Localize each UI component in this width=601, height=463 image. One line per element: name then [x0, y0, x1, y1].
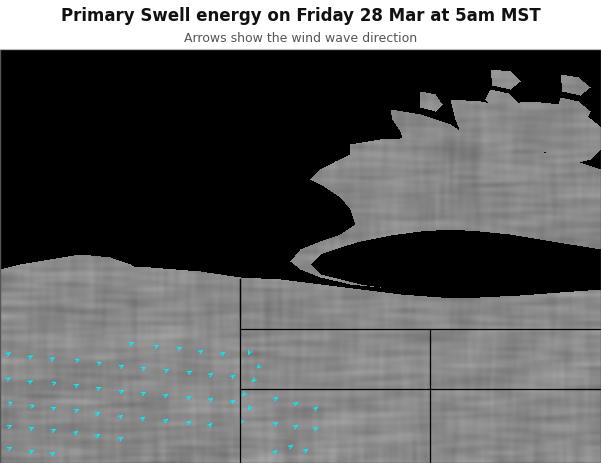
Text: Primary Swell energy on Friday 28 Mar at 5am MST: Primary Swell energy on Friday 28 Mar at… [61, 7, 540, 25]
Text: Arrows show the wind wave direction: Arrows show the wind wave direction [184, 32, 417, 45]
